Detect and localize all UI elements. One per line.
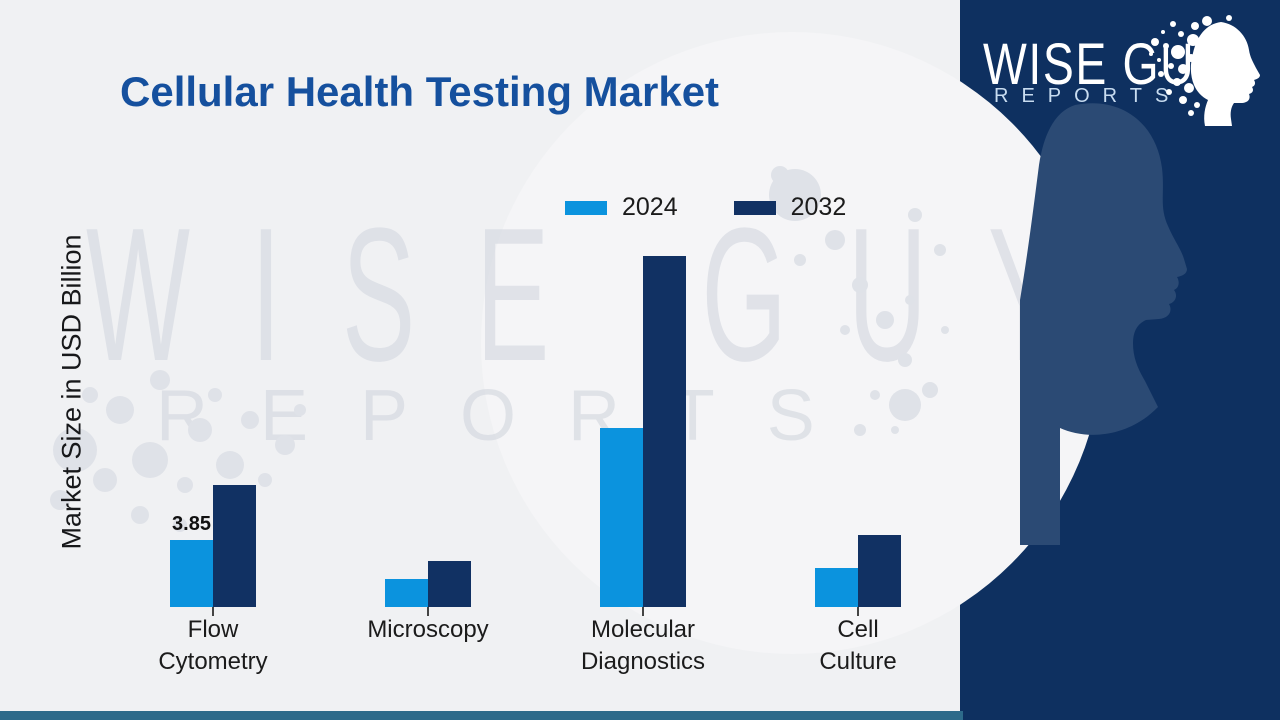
bar-2024-microscopy	[385, 579, 428, 607]
watermark-dot	[889, 389, 921, 421]
watermark-dot	[934, 244, 946, 256]
legend-swatch-2024	[565, 200, 607, 215]
watermark-reports-text: REPORTS	[156, 376, 867, 456]
background-circle-decoration	[481, 32, 1103, 654]
bottom-accent-bar	[0, 711, 963, 720]
watermark-dot	[825, 230, 845, 250]
watermark-dot	[177, 477, 193, 493]
watermark-dot	[941, 326, 949, 334]
watermark-dot	[908, 208, 922, 222]
watermark-dot	[769, 169, 821, 221]
category-label-cell-culture: Cell Culture	[819, 616, 897, 675]
watermark-dot	[794, 254, 806, 266]
bar-2032-cell-culture	[858, 535, 901, 607]
watermark-dot	[898, 353, 912, 367]
watermark-dot	[53, 428, 97, 472]
watermark-dot	[905, 295, 915, 305]
watermark-dot	[294, 404, 306, 416]
bar-2024-cell-culture	[815, 568, 858, 607]
watermark-dot	[840, 325, 850, 335]
watermark-dot	[188, 418, 212, 442]
watermark-dot	[876, 311, 894, 329]
watermark-dot	[922, 382, 938, 398]
watermark-dot	[870, 390, 880, 400]
watermark-dot	[93, 468, 117, 492]
bar-value-label: 3.85	[172, 513, 211, 535]
watermark-dot	[106, 396, 134, 424]
category-label-molecular-diagnostics: Molecular Diagnostics	[580, 616, 706, 675]
legend-swatch-2032	[733, 200, 776, 215]
chart-legend: 2024 2032	[565, 193, 846, 222]
x-axis-tick	[642, 607, 644, 616]
x-axis-tick	[212, 607, 214, 616]
bar-2024-flow-cytometry	[170, 540, 213, 607]
y-axis-label: Market Size in USD Billion	[56, 234, 87, 550]
watermark-dot	[854, 424, 866, 436]
legend-item-2024: 2024	[565, 193, 678, 222]
watermark-dot	[275, 435, 295, 455]
watermark-dot	[891, 426, 899, 434]
watermark-dot	[131, 506, 149, 524]
watermark-dot	[150, 370, 170, 390]
x-axis-tick	[427, 607, 429, 616]
watermark-dot	[241, 411, 259, 429]
bar-2032-flow-cytometry	[213, 485, 256, 607]
logo-head-icon	[1149, 15, 1260, 126]
bar-2032-molecular-diagnostics	[643, 256, 686, 607]
watermark-dot	[258, 473, 272, 487]
logo-wiseguy-text: WISE GUY	[983, 32, 1228, 97]
brand-panel	[960, 0, 1280, 720]
legend-label-2032: 2032	[790, 193, 847, 221]
category-label-microscopy: Microscopy	[367, 616, 489, 643]
bar-2032-microscopy	[428, 561, 471, 607]
legend-label-2024: 2024	[622, 193, 678, 221]
watermark-dot	[50, 490, 70, 510]
watermark-dot	[216, 451, 244, 479]
logo-reports-text: REPORTS	[994, 85, 1182, 107]
legend-item-2032: 2032	[733, 193, 847, 222]
x-axis-tick	[857, 607, 859, 616]
face-silhouette	[1020, 103, 1187, 545]
watermark-dot	[852, 277, 868, 293]
watermark-dot	[82, 387, 98, 403]
page-title: Cellular Health Testing Market	[120, 68, 720, 116]
watermark-dot	[173, 518, 187, 532]
watermark-dot	[132, 442, 168, 478]
bar-2024-molecular-diagnostics	[600, 428, 643, 607]
watermark-dot	[208, 388, 222, 402]
category-label-flow-cytometry: Flow Cytometry	[158, 616, 268, 675]
